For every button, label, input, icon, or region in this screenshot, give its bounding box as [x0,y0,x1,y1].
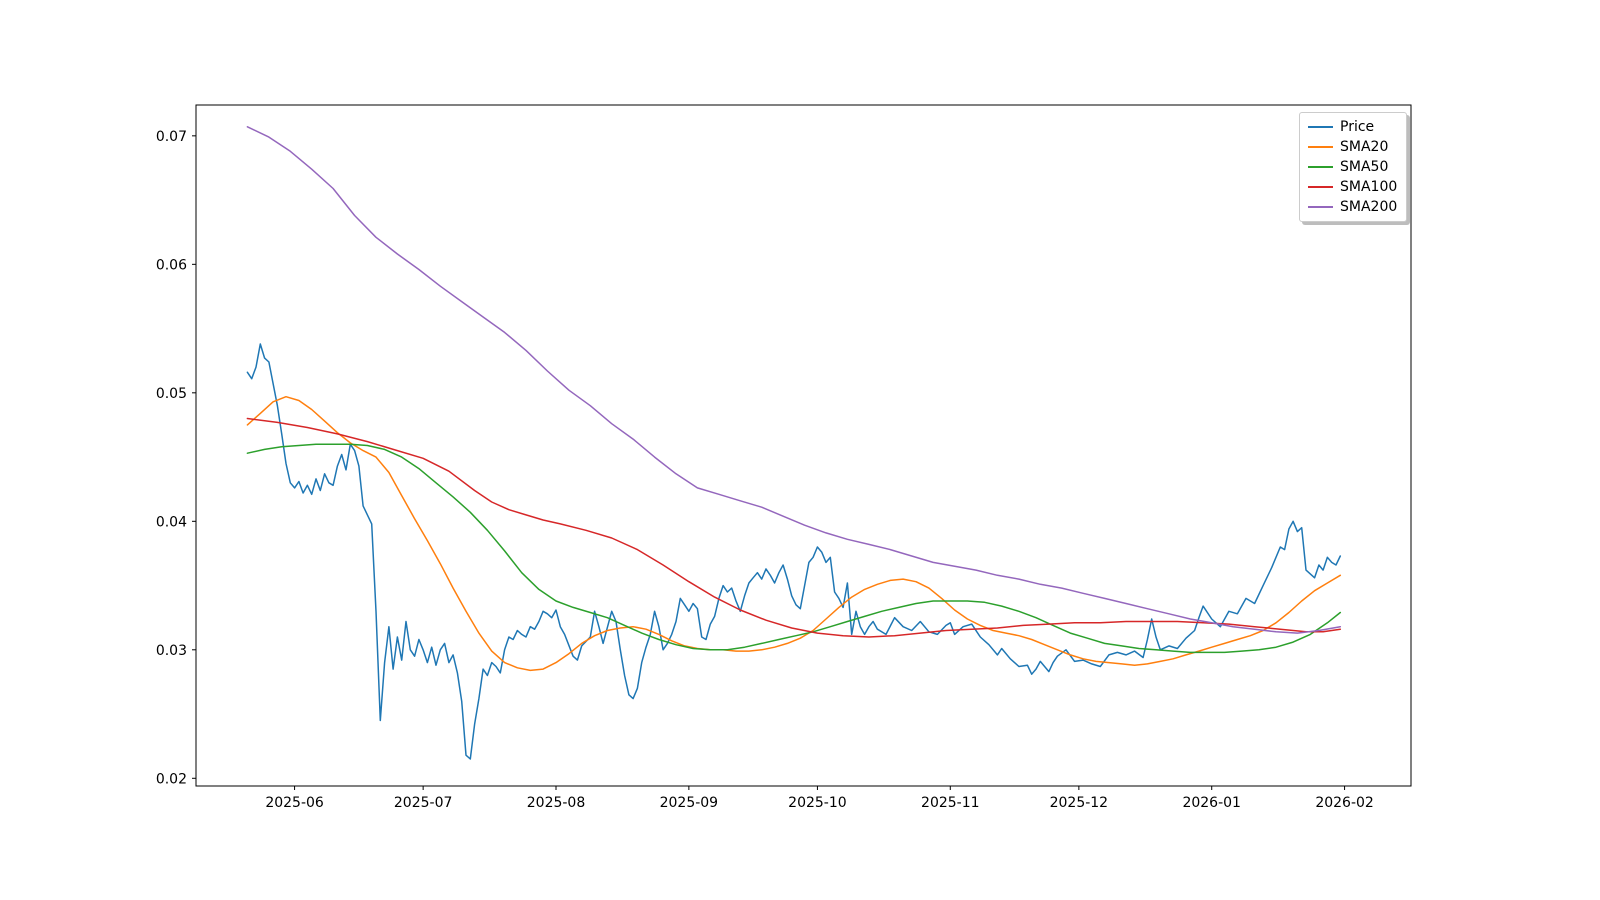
x-tick-label: 2025-07 [394,795,453,811]
series-sma100 [246,417,1342,638]
series-sma20 [246,395,1342,672]
y-tick-label: 0.04 [156,514,187,530]
legend-line-swatch [1308,146,1333,148]
x-tick-label: 2025-08 [527,795,586,811]
legend-line-swatch [1308,166,1333,168]
legend-entry: SMA20 [1308,137,1397,157]
x-tick-label: 2025-09 [660,795,719,811]
legend-label: SMA20 [1340,139,1389,155]
legend-entry: Price [1308,117,1397,137]
x-tick-label: 2026-01 [1182,795,1241,811]
y-tick-label: 0.06 [156,257,187,273]
y-tick-label: 0.07 [156,129,187,145]
x-tick-label: 2025-10 [788,795,847,811]
series-price [246,343,1342,760]
plot-border [195,104,1412,787]
legend-line-swatch [1308,126,1333,128]
legend-label: SMA200 [1340,199,1398,215]
legend-entry: SMA100 [1308,177,1397,197]
series-sma200 [246,126,1342,634]
legend: Price SMA20 SMA50 SMA100 SMA200 [1299,112,1408,222]
x-tick-label: 2026-02 [1315,795,1374,811]
legend-line-swatch [1308,186,1333,188]
x-tick-label: 2025-12 [1050,795,1109,811]
y-tick-label: 0.03 [156,643,187,659]
x-tick-label: 2025-06 [265,795,324,811]
series-sma50 [246,443,1342,654]
legend-label: SMA100 [1340,179,1398,195]
legend-entry: SMA200 [1308,197,1397,217]
x-tick-label: 2025-11 [921,795,980,811]
legend-label: SMA50 [1340,159,1389,175]
legend-label: Price [1340,119,1375,135]
legend-entry: SMA50 [1308,157,1397,177]
y-tick-label: 0.02 [156,771,187,787]
legend-line-swatch [1308,206,1333,208]
y-tick-label: 0.05 [156,386,187,402]
